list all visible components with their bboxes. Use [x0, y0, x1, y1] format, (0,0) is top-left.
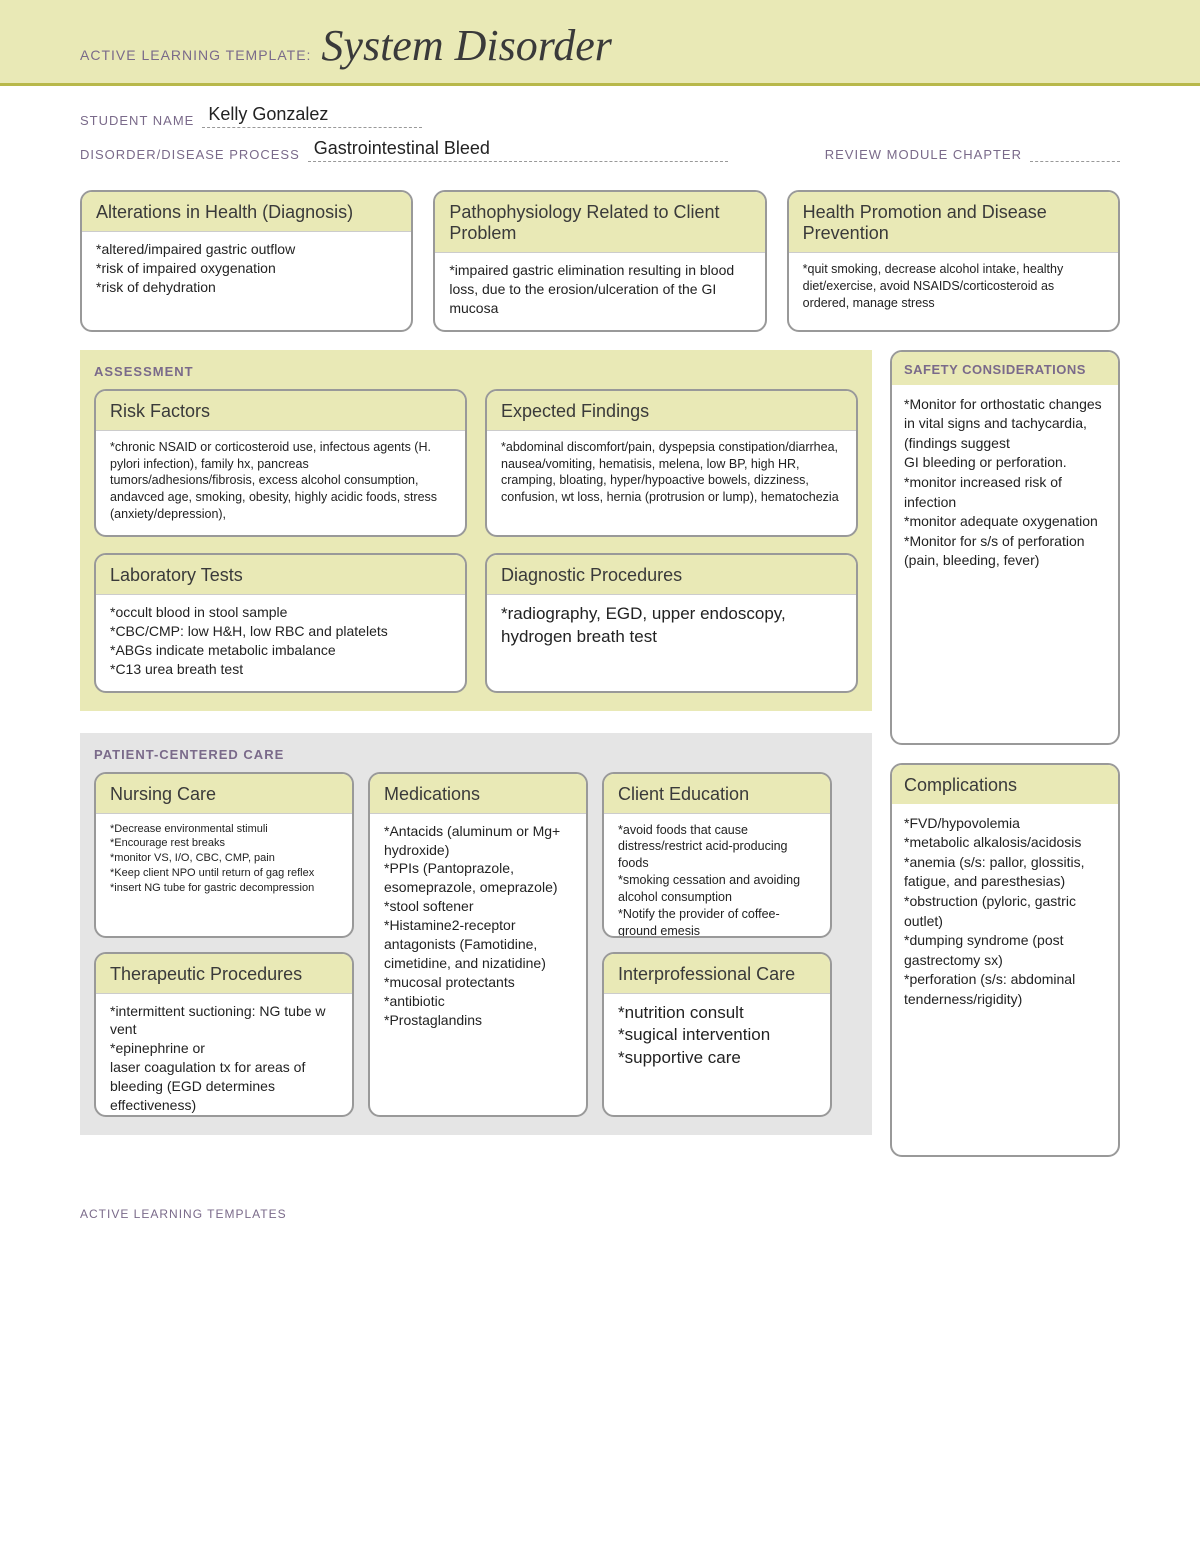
interprofessional-body: *nutrition consult*sugical intervention*…: [604, 994, 830, 1083]
complications-card: Complications *FVD/hypovolemia*metabolic…: [890, 763, 1120, 1158]
promotion-card: Health Promotion and Disease Prevention …: [787, 190, 1120, 332]
medications-title: Medications: [370, 774, 586, 814]
pcc-section: PATIENT-CENTERED CARE Nursing Care *Decr…: [80, 733, 872, 1136]
info-fields: STUDENT NAME Kelly Gonzalez DISORDER/DIS…: [80, 104, 1120, 162]
top-cards-row: Alterations in Health (Diagnosis) *alter…: [80, 190, 1120, 332]
student-name-label: STUDENT NAME: [80, 113, 194, 128]
diagnostic-card: Diagnostic Procedures *radiography, EGD,…: [485, 553, 858, 693]
medications-body: *Antacids (aluminum or Mg+ hydroxide)*PP…: [370, 814, 586, 1042]
safety-body: *Monitor for orthostatic changes in vita…: [892, 385, 1118, 581]
main-column: ASSESSMENT Risk Factors *chronic NSAID o…: [80, 350, 872, 1158]
pathophys-title: Pathophysiology Related to Client Proble…: [435, 192, 764, 253]
review-label: REVIEW MODULE CHAPTER: [825, 147, 1022, 162]
content: STUDENT NAME Kelly Gonzalez DISORDER/DIS…: [0, 86, 1200, 1157]
client-education-title: Client Education: [604, 774, 830, 814]
alterations-title: Alterations in Health (Diagnosis): [82, 192, 411, 232]
header-title: System Disorder: [321, 20, 611, 71]
disorder-label: DISORDER/DISEASE PROCESS: [80, 147, 300, 162]
alterations-body: *altered/impaired gastric outflow*risk o…: [82, 232, 411, 309]
page: ACTIVE LEARNING TEMPLATE: System Disorde…: [0, 0, 1200, 1261]
therapeutic-title: Therapeutic Procedures: [96, 954, 352, 994]
promotion-body: *quit smoking, decrease alcohol intake, …: [789, 253, 1118, 324]
promotion-title: Health Promotion and Disease Prevention: [789, 192, 1118, 253]
pcc-label: PATIENT-CENTERED CARE: [94, 747, 858, 762]
alterations-card: Alterations in Health (Diagnosis) *alter…: [80, 190, 413, 332]
client-education-card: Client Education *avoid foods that cause…: [602, 772, 832, 938]
diagnostic-body: *radiography, EGD, upper endoscopy, hydr…: [487, 595, 856, 661]
therapeutic-body: *intermittent suctioning: NG tube w vent…: [96, 994, 352, 1118]
safety-card: SAFETY CONSIDERATIONS *Monitor for ortho…: [890, 350, 1120, 745]
complications-title: Complications: [892, 765, 1118, 804]
interprofessional-card: Interprofessional Care *nutrition consul…: [602, 952, 832, 1118]
client-education-body: *avoid foods that cause distress/restric…: [604, 814, 830, 938]
lab-tests-body: *occult blood in stool sample*CBC/CMP: l…: [96, 595, 465, 691]
nursing-care-body: *Decrease environmental stimuli*Encourag…: [96, 814, 352, 908]
expected-findings-card: Expected Findings *abdominal discomfort/…: [485, 389, 858, 537]
nursing-care-card: Nursing Care *Decrease environmental sti…: [94, 772, 354, 938]
pathophys-body: *impaired gastric elimination resulting …: [435, 253, 764, 330]
nursing-care-title: Nursing Care: [96, 774, 352, 814]
side-column: SAFETY CONSIDERATIONS *Monitor for ortho…: [890, 350, 1120, 1158]
risk-factors-card: Risk Factors *chronic NSAID or corticost…: [94, 389, 467, 537]
pathophys-card: Pathophysiology Related to Client Proble…: [433, 190, 766, 332]
expected-findings-title: Expected Findings: [487, 391, 856, 431]
medications-card: Medications *Antacids (aluminum or Mg+ h…: [368, 772, 588, 1118]
footer-text: ACTIVE LEARNING TEMPLATES: [0, 1157, 1200, 1221]
disorder-value: Gastrointestinal Bleed: [308, 138, 728, 162]
interprofessional-title: Interprofessional Care: [604, 954, 830, 994]
diagnostic-title: Diagnostic Procedures: [487, 555, 856, 595]
risk-factors-body: *chronic NSAID or corticosteroid use, in…: [96, 431, 465, 535]
assessment-section: ASSESSMENT Risk Factors *chronic NSAID o…: [80, 350, 872, 711]
assessment-label: ASSESSMENT: [94, 364, 858, 379]
risk-factors-title: Risk Factors: [96, 391, 465, 431]
header-band: ACTIVE LEARNING TEMPLATE: System Disorde…: [0, 0, 1200, 86]
therapeutic-card: Therapeutic Procedures *intermittent suc…: [94, 952, 354, 1118]
complications-body: *FVD/hypovolemia*metabolic alkalosis/aci…: [892, 804, 1118, 1020]
student-name-value: Kelly Gonzalez: [202, 104, 422, 128]
lab-tests-title: Laboratory Tests: [96, 555, 465, 595]
lab-tests-card: Laboratory Tests *occult blood in stool …: [94, 553, 467, 693]
expected-findings-body: *abdominal discomfort/pain, dyspepsia co…: [487, 431, 856, 519]
safety-label: SAFETY CONSIDERATIONS: [892, 352, 1118, 385]
lower-wrap: ASSESSMENT Risk Factors *chronic NSAID o…: [80, 350, 1120, 1158]
header-prefix: ACTIVE LEARNING TEMPLATE:: [80, 47, 311, 63]
review-value: [1030, 144, 1120, 162]
